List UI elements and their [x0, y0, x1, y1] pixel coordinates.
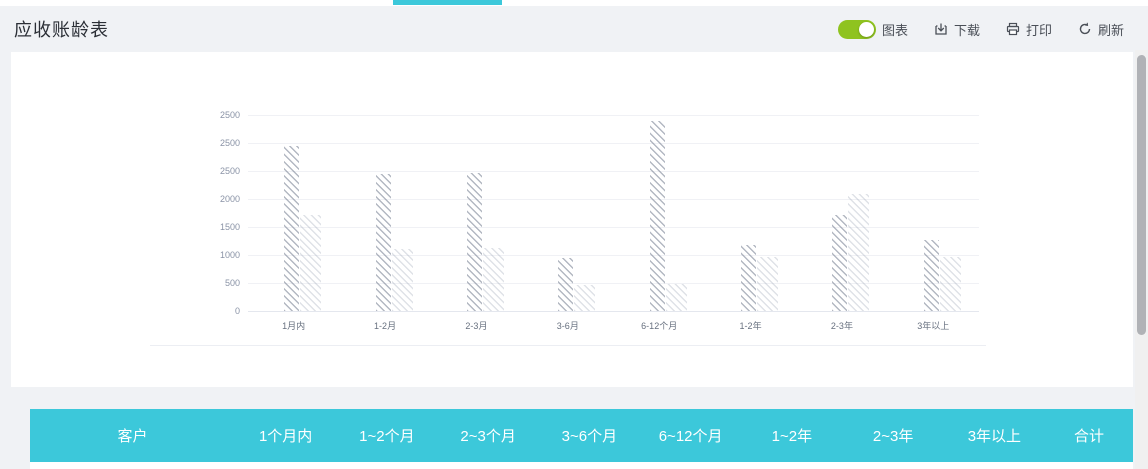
x-axis-category-label: 2-3年: [830, 321, 853, 331]
bar-series-2[interactable]: [939, 257, 961, 311]
refresh-button[interactable]: 刷新: [1078, 20, 1124, 39]
header-controls: 图表 下载 打印: [837, 19, 1124, 39]
table-header-cell[interactable]: 1~2个月: [359, 428, 415, 445]
x-axis-category-label: 1-2月: [374, 321, 397, 331]
y-axis-tick-label: 2500: [219, 166, 240, 176]
bar-series-2[interactable]: [574, 285, 596, 311]
table-header-row: 客户 1个月内 1~2个月 2~3个月 3~6个月 6~12个月 1~2年 2~3年 3年以上 合…: [30, 409, 1133, 462]
chart-bottom-divider: [150, 345, 986, 346]
x-axis-category-label: 3年以上: [917, 321, 950, 331]
bar-series-2[interactable]: [482, 248, 504, 311]
toggle-knob: [858, 21, 874, 37]
page-header: 应收账龄表 图表 下载: [0, 6, 1148, 52]
bar-series-1[interactable]: [375, 174, 391, 311]
loading-bar-segment: [393, 0, 502, 5]
bar-series-1[interactable]: [284, 146, 300, 311]
table-header-cell[interactable]: 1个月内: [258, 428, 313, 445]
y-axis-tick-label: 2500: [219, 138, 240, 148]
bar-series-2[interactable]: [300, 215, 322, 311]
print-icon: [1006, 22, 1020, 36]
table-header-cell[interactable]: 6~12个月: [658, 428, 723, 445]
scrollbar-track[interactable]: [1135, 50, 1148, 469]
chart-toggle-switch[interactable]: [837, 19, 876, 39]
y-axis-tick-label: 1500: [219, 222, 240, 232]
chart-toggle-control[interactable]: 图表: [837, 19, 908, 39]
x-axis-category-label: 1月内: [282, 321, 306, 331]
gridline: [248, 283, 979, 284]
print-button[interactable]: 打印: [1006, 20, 1052, 39]
download-button[interactable]: 下载: [934, 20, 980, 39]
bar-series-1[interactable]: [649, 121, 665, 311]
gridline: [248, 199, 979, 200]
chart-toggle-label: 图表: [881, 22, 908, 38]
aging-bar-chart: 2500 2500 2500 2000 1500 1000 500 0 1月内 1-2月 2-3月 3…: [11, 52, 1133, 387]
chart-card: 2500 2500 2500 2000 1500 1000 500 0 1月内 1-2月 2-3月 3…: [11, 52, 1133, 387]
x-axis-category-label: 1-2年: [739, 321, 762, 331]
download-icon: [934, 22, 948, 36]
gridline: [248, 171, 979, 172]
table-body: [30, 462, 1133, 469]
x-axis-line: [248, 311, 979, 312]
table-header-cell[interactable]: 1~2年: [771, 428, 813, 445]
table-header-cell[interactable]: 合计: [1073, 428, 1104, 445]
refresh-label: 刷新: [1097, 22, 1124, 38]
bar-series-2[interactable]: [391, 249, 413, 311]
table-header-cell[interactable]: 客户: [117, 428, 148, 445]
y-axis-tick-label: 1000: [219, 250, 240, 260]
x-axis-category-label: 2-3月: [465, 321, 488, 331]
bar-series-2[interactable]: [665, 284, 687, 311]
print-label: 打印: [1025, 22, 1052, 38]
gridline: [248, 143, 979, 144]
y-axis-tick-label: 2000: [219, 194, 240, 204]
table-header-cell[interactable]: 3年以上: [967, 428, 1022, 445]
table-header-cell[interactable]: 3~6个月: [561, 428, 618, 445]
bar-series-1[interactable]: [466, 173, 482, 311]
download-label: 下载: [953, 22, 980, 38]
gridline: [248, 255, 979, 256]
bar-series-1[interactable]: [832, 215, 848, 311]
refresh-icon: [1078, 22, 1092, 36]
table-header-cell[interactable]: 2~3个月: [460, 428, 516, 445]
scrollbar-thumb[interactable]: [1137, 55, 1146, 335]
y-axis-tick-label: 0: [234, 306, 240, 316]
table-header-cell[interactable]: 2~3年: [872, 428, 914, 445]
page-title: 应收账龄表: [14, 20, 109, 40]
top-strip: [0, 0, 1148, 6]
bar-series-1[interactable]: [923, 240, 939, 311]
x-axis-category-label: 3-6月: [556, 321, 579, 331]
x-axis-category-label: 6-12个月: [641, 321, 678, 331]
y-axis-tick-label: 2500: [219, 110, 240, 120]
gridline: [248, 227, 979, 228]
y-axis-tick-label: 500: [224, 278, 240, 288]
gridline: [248, 115, 979, 116]
bar-series-1[interactable]: [558, 258, 574, 311]
bar-series-1[interactable]: [741, 245, 757, 311]
bar-series-2[interactable]: [848, 194, 870, 311]
bar-series-2[interactable]: [757, 257, 779, 311]
